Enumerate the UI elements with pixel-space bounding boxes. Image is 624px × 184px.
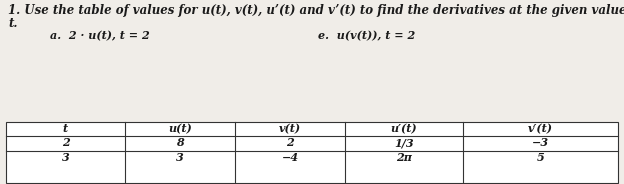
Text: 2: 2 <box>62 137 69 148</box>
Text: 1. Use the table of values for u(t), v(t), u’(t) and v’(t) to find the derivativ: 1. Use the table of values for u(t), v(t… <box>8 4 624 17</box>
Bar <box>6 122 618 183</box>
Text: 8: 8 <box>176 137 184 148</box>
Text: t.: t. <box>8 17 17 30</box>
Text: u′(t): u′(t) <box>391 123 417 134</box>
Text: 2: 2 <box>286 137 294 148</box>
Text: e.  u(v(t)), t = 2: e. u(v(t)), t = 2 <box>318 30 415 41</box>
Text: u(t): u(t) <box>168 123 192 134</box>
Text: a.  2 · u(t), t = 2: a. 2 · u(t), t = 2 <box>50 30 150 41</box>
Text: −4: −4 <box>281 152 298 163</box>
Text: v′(t): v′(t) <box>528 123 553 134</box>
Text: 1/3: 1/3 <box>394 137 414 148</box>
Text: 3: 3 <box>176 152 184 163</box>
Text: 5: 5 <box>537 152 544 163</box>
Text: v(t): v(t) <box>279 123 301 134</box>
Text: t: t <box>63 123 68 134</box>
Text: 3: 3 <box>62 152 69 163</box>
Text: −3: −3 <box>532 137 549 148</box>
Text: 2π: 2π <box>396 152 412 163</box>
